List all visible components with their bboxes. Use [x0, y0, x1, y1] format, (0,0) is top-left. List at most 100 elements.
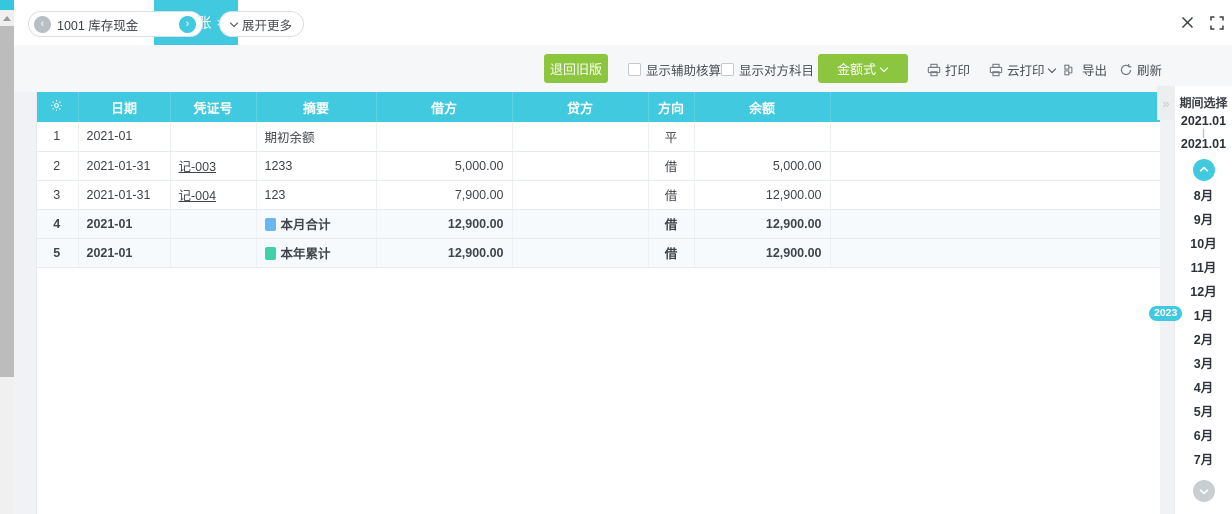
scrollbar-up-arrow[interactable] [0, 10, 14, 26]
table-row[interactable]: 1 2021-01 期初余额 平 [36, 122, 1160, 152]
month-item[interactable]: 12月 [1175, 280, 1232, 304]
expand-more-label: 展开更多 [242, 18, 293, 33]
month-item[interactable]: 7月 [1175, 448, 1232, 472]
column-header-date[interactable]: 日期 [78, 92, 171, 122]
chevron-right-icon[interactable]: › [179, 15, 196, 33]
month-item[interactable]: 10月 [1175, 232, 1232, 256]
cell-blank [830, 122, 1160, 152]
column-header-credit[interactable]: 贷方 [512, 92, 649, 122]
column-header-debit[interactable]: 借方 [376, 92, 513, 122]
cell-summary: 本月合计 [256, 209, 377, 239]
show-auxiliary-accounting-checkbox[interactable]: 显示辅助核算 [628, 60, 721, 79]
close-icon[interactable] [1172, 0, 1202, 45]
summary-text: 本年累计 [280, 247, 331, 261]
cell-summary: 本年累计 [256, 238, 377, 268]
chevron-up-icon[interactable] [1192, 159, 1215, 181]
checkbox-box[interactable] [628, 63, 641, 76]
month-item-label: 11月 [1190, 261, 1217, 275]
panel-left-divider [36, 92, 37, 514]
period-range-from: 2021.01 [1180, 114, 1227, 128]
cell-date: 2021-01 [78, 209, 171, 239]
checkbox-box[interactable] [721, 63, 734, 76]
column-header-blank [830, 92, 1160, 122]
table-row[interactable]: 3 2021-01-31 记-004 123 7,900.00 借 12,900.00 [36, 180, 1160, 210]
cell-voucher[interactable]: 记-004 [170, 180, 257, 210]
cell-credit [512, 151, 649, 181]
chevron-left-icon[interactable]: ‹ [34, 15, 51, 33]
period-range-to: 2021.01 [1180, 136, 1227, 151]
cell-blank [830, 238, 1160, 268]
cell-blank [830, 151, 1160, 181]
column-header-voucher[interactable]: 凭证号 [170, 92, 257, 122]
export-label: 导出 [1082, 64, 1108, 78]
month-item[interactable]: 2月 [1175, 328, 1232, 352]
cell-balance [694, 122, 831, 152]
month-item-label: 3月 [1193, 357, 1214, 371]
show-opposite-account-checkbox[interactable]: 显示对方科目 [721, 60, 814, 79]
chevron-down-icon[interactable] [1192, 480, 1215, 502]
period-range[interactable]: 2021.01 | 2021.01 [1175, 114, 1232, 151]
cell-direction: 借 [648, 180, 695, 210]
chevron-down-icon [231, 20, 239, 28]
voucher-link[interactable]: 记-004 [178, 189, 217, 203]
month-item[interactable]: 2023 1月 [1149, 304, 1232, 328]
cell-summary: 123 [256, 180, 377, 210]
rollback-old-version-button[interactable]: 退回旧版 [544, 54, 608, 83]
month-item-label: 9月 [1193, 213, 1214, 227]
export-button[interactable]: 导出 [1064, 60, 1107, 79]
scrollbar-thumb[interactable] [0, 26, 14, 377]
column-header-balance[interactable]: 余额 [694, 92, 831, 122]
cell-summary: 1233 [256, 151, 377, 181]
cell-voucher [170, 209, 257, 239]
refresh-button[interactable]: 刷新 [1119, 60, 1162, 79]
month-item-label: 6月 [1193, 429, 1214, 443]
expand-more-button[interactable]: 展开更多 [219, 11, 305, 37]
cloud-printer-icon [989, 63, 1003, 76]
column-header-summary[interactable]: 摘要 [256, 92, 377, 122]
cell-row-number: 5 [36, 238, 79, 268]
month-item-label: 5月 [1193, 405, 1214, 419]
cell-direction: 平 [648, 122, 695, 152]
page-scrollbar[interactable] [0, 0, 14, 514]
cell-balance: 12,900.00 [694, 209, 831, 239]
cell-blank [830, 209, 1160, 239]
month-item-label: 2月 [1193, 333, 1214, 347]
print-button[interactable]: 打印 [927, 60, 970, 79]
cell-direction: 借 [648, 151, 695, 181]
cell-debit: 7,900.00 [376, 180, 513, 210]
cell-blank [830, 180, 1160, 210]
printer-icon [927, 63, 941, 76]
table-row[interactable]: 5 2021-01 本年累计 12,900.00 借 12,900.00 [36, 238, 1160, 268]
month-item[interactable]: 6月 [1175, 424, 1232, 448]
voucher-link[interactable]: 记-003 [178, 160, 217, 174]
month-item-label: 1月 [1193, 309, 1214, 323]
month-item[interactable]: 4月 [1175, 376, 1232, 400]
cell-voucher[interactable]: 记-003 [170, 151, 257, 181]
cell-balance: 12,900.00 [694, 238, 831, 268]
month-item[interactable]: 9月 [1175, 208, 1232, 232]
amount-format-dropdown[interactable]: 金额式 [818, 54, 908, 83]
cell-credit [512, 209, 649, 239]
refresh-icon [1120, 63, 1132, 75]
month-item[interactable]: 11月 [1175, 256, 1232, 280]
table-row[interactable]: 4 2021-01 本月合计 12,900.00 借 12,900.00 [36, 209, 1160, 239]
month-item[interactable]: 5月 [1175, 400, 1232, 424]
chevron-double-right-icon[interactable]: » [1157, 86, 1175, 120]
cell-row-number: 2 [36, 151, 79, 181]
cloud-print-dropdown[interactable]: 云打印 [989, 60, 1057, 79]
table-row[interactable]: 2 2021-01-31 记-003 1233 5,000.00 借 5,000.00 [36, 151, 1160, 181]
account-picker[interactable]: ‹ 1001 库存现金 › [28, 11, 203, 37]
cell-row-number: 3 [36, 180, 79, 210]
toolbar [14, 45, 1232, 92]
cell-debit: 12,900.00 [376, 209, 513, 239]
month-item[interactable]: 8月 [1175, 184, 1232, 208]
cell-date: 2021-01 [78, 122, 171, 152]
column-header-settings[interactable] [36, 92, 79, 122]
column-header-direction[interactable]: 方向 [648, 92, 695, 122]
cell-row-number: 1 [36, 122, 79, 152]
year-badge: 2023 [1149, 306, 1183, 321]
fullscreen-icon[interactable] [1202, 0, 1232, 45]
month-item[interactable]: 3月 [1175, 352, 1232, 376]
chevron-down-icon [1049, 66, 1057, 74]
